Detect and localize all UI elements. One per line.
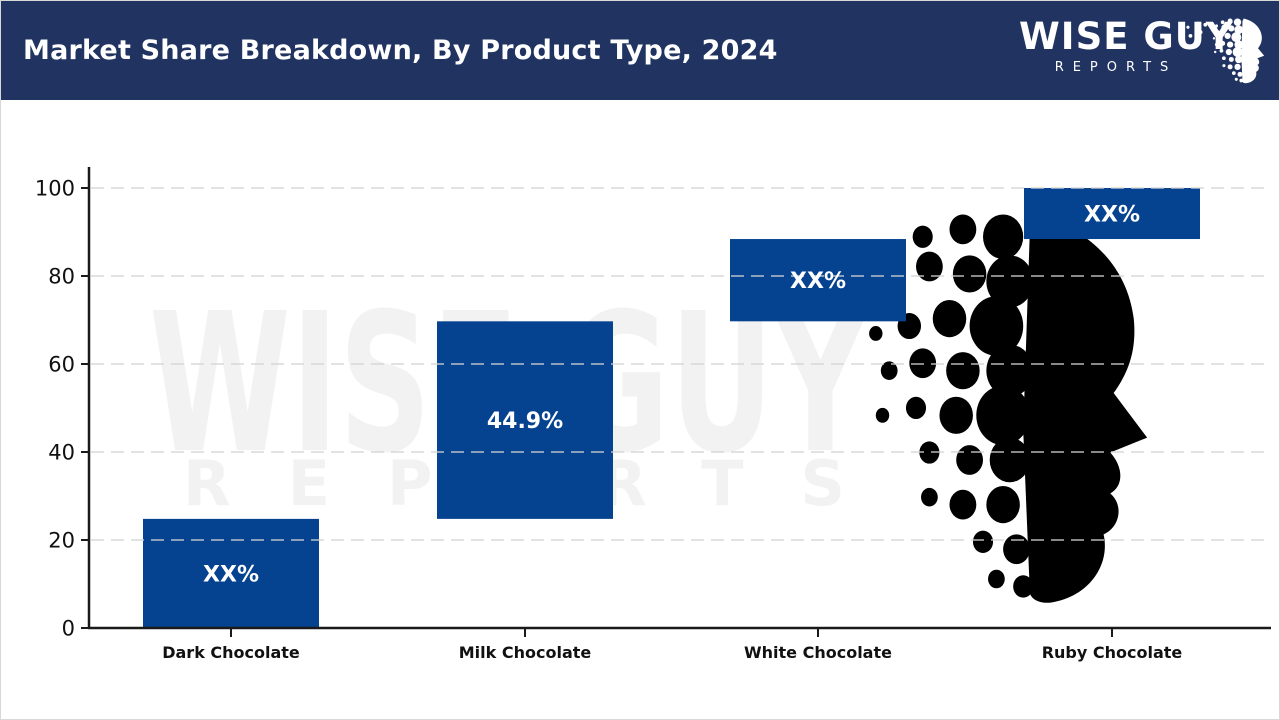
logo-head-icon — [1186, 18, 1265, 84]
bar-label-2: XX% — [790, 269, 846, 294]
y-tick-label-20: 20 — [48, 529, 75, 553]
y-tick-label-80: 80 — [48, 265, 75, 289]
logo-wordmark: WISE GUY — [1019, 15, 1234, 58]
bar-label-3: XX% — [1084, 203, 1140, 228]
x-tick-label-0: Dark Chocolate — [162, 643, 300, 662]
wise-guy-reports-logo: WISE GUY REPORTS — [1019, 11, 1271, 93]
y-tick-label-60: 60 — [48, 353, 75, 377]
x-tick-label-1: Milk Chocolate — [459, 643, 592, 662]
x-tick-label-3: Ruby Chocolate — [1042, 643, 1183, 662]
bar-label-1: 44.9% — [487, 409, 563, 434]
header: Market Share Breakdown, By Product Type,… — [1, 1, 1279, 100]
y-tick-label-0: 0 — [62, 617, 75, 641]
bar-3 — [1024, 188, 1200, 240]
y-tick-label-100: 100 — [35, 177, 75, 201]
page-title: Market Share Breakdown, By Product Type,… — [23, 35, 778, 66]
logo-text: WISE GUY REPORTS — [1019, 15, 1234, 76]
bar-1 — [437, 321, 613, 519]
logo-subtitle: REPORTS — [1054, 60, 1178, 75]
x-tick-label-2: White Chocolate — [744, 643, 892, 662]
bar-2 — [730, 239, 906, 322]
bar-0 — [143, 518, 319, 628]
y-tick-label-40: 40 — [48, 441, 75, 465]
bar-label-0: XX% — [203, 562, 259, 587]
